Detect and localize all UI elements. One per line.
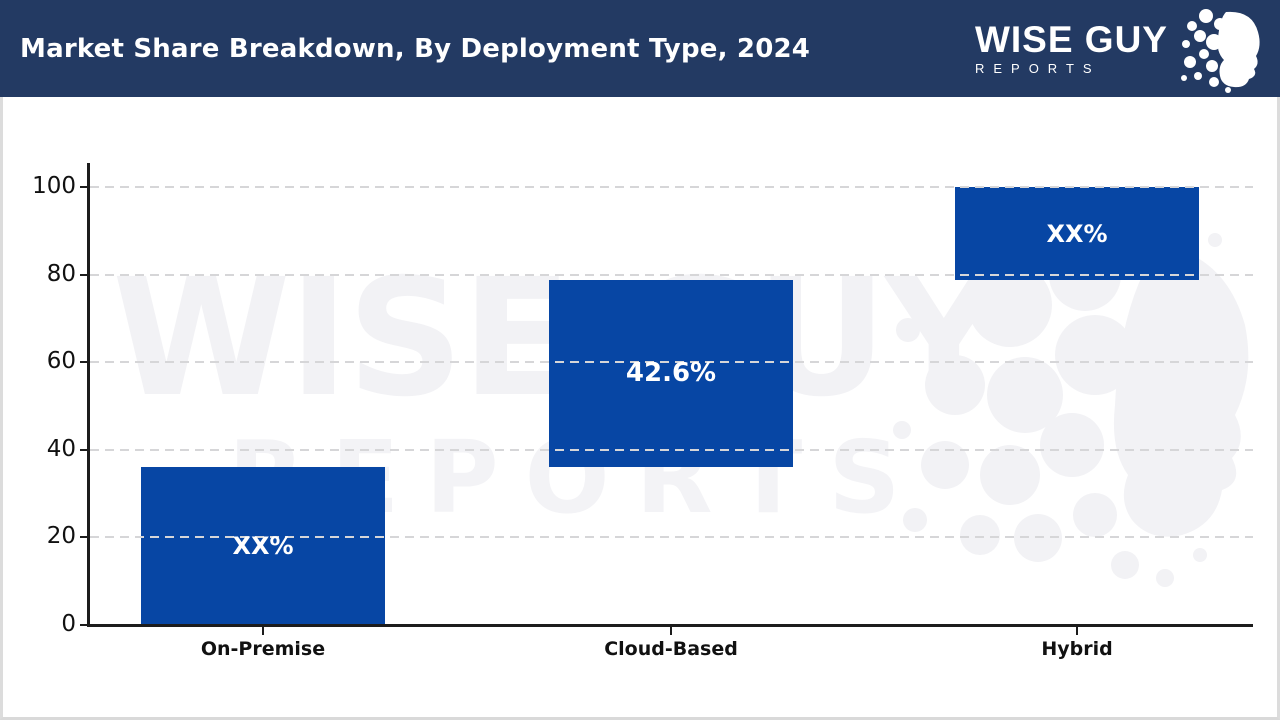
y-tick (80, 448, 88, 451)
gridline (90, 448, 1253, 451)
page-title: Market Share Breakdown, By Deployment Ty… (20, 33, 811, 64)
x-axis-category-label: On-Premise (200, 638, 326, 660)
x-axis-category-label: Hybrid (1041, 638, 1113, 660)
y-axis-tick-label: 60 (46, 348, 76, 374)
brand-head-icon (1181, 8, 1260, 93)
y-tick (80, 536, 88, 538)
gridline (90, 361, 1253, 363)
bar-segment (549, 280, 793, 467)
gridline (90, 273, 1253, 276)
brand-logo-wordmark: WISE GUY (974, 19, 1168, 60)
bar-value-label: XX% (232, 531, 294, 560)
brand-logo-subtitle: REPORTS (974, 61, 1101, 76)
bar-segment (141, 466, 385, 625)
brand-logo-text: WISE GUY REPORTS (975, 21, 1168, 76)
y-axis-tick-label: 100 (32, 173, 76, 199)
x-axis-category-label: Cloud-Based (604, 638, 738, 660)
x-tick (262, 626, 264, 635)
brand-logo: WISE GUY REPORTS (975, 0, 1280, 97)
y-tick (80, 361, 88, 363)
x-tick (1076, 626, 1078, 635)
x-tick (670, 626, 672, 635)
y-axis-line (87, 163, 90, 627)
y-axis-tick-label: 20 (46, 523, 76, 549)
gridline (90, 186, 1253, 188)
header-bar: Market Share Breakdown, By Deployment Ty… (0, 0, 1280, 97)
x-axis-line (87, 623, 1253, 627)
y-axis-tick-label: 40 (46, 435, 76, 462)
bar-value-label: XX% (1046, 219, 1108, 248)
y-tick (80, 623, 88, 626)
gridline (90, 536, 1253, 538)
y-axis-tick-label: 80 (46, 260, 76, 287)
y-tick (80, 273, 88, 276)
y-axis-tick-label: 0 (61, 610, 76, 637)
bar-value-label: 42.6% (625, 358, 717, 389)
y-tick (80, 186, 88, 188)
